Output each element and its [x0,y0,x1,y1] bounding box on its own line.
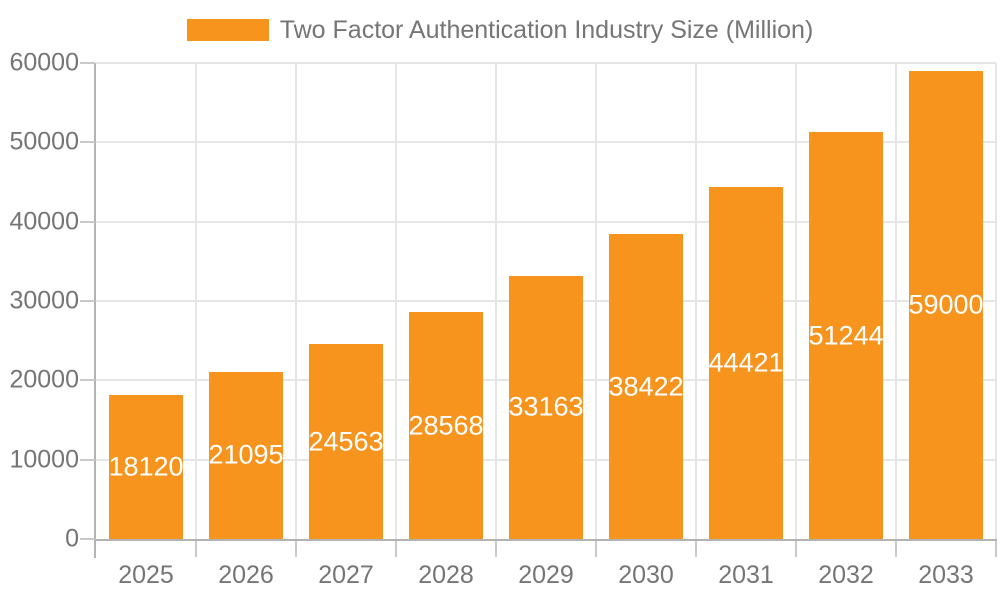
x-axis-label-2029: 2029 [518,561,574,589]
bar-value-label: 28568 [408,410,484,441]
y-axis-label-60000: 60000 [9,48,79,77]
y-axis-label-30000: 30000 [9,286,79,315]
x-axis-ticks [96,541,997,557]
y-axis-label-40000: 40000 [9,207,79,236]
y-tick-mark [80,300,95,302]
x-axis-label-2026: 2026 [218,561,274,589]
h-gridline [96,141,996,144]
bar-value-label: 51244 [808,320,884,351]
bar-value-label: 24563 [308,426,384,457]
bar-2025[interactable]: 18120 [108,395,184,539]
bar-value-label: 59000 [908,289,984,320]
bar-2027[interactable]: 24563 [308,344,384,539]
x-axis-line [94,539,997,541]
y-tick-mark [80,538,95,540]
x-axis-label-2027: 2027 [318,561,374,589]
bar-value-label: 33163 [508,391,584,422]
y-axis-labels: 0 10000 20000 30000 40000 50000 60000 [0,49,79,553]
h-gridline [96,62,996,64]
y-axis-label-50000: 50000 [9,127,79,156]
y-tick-mark [80,379,95,382]
x-tick-mark [495,541,497,557]
y-tick-mark [80,220,95,223]
x-axis-label-2030: 2030 [618,561,674,589]
y-axis-label-10000: 10000 [9,445,79,474]
legend-swatch-icon [186,19,269,41]
bar-2029[interactable]: 33163 [508,275,584,539]
y-axis-line [94,63,96,558]
x-axis-label-2028: 2028 [418,561,474,589]
y-axis-ticks [80,62,95,540]
x-axis-labels: 2025 2026 2027 2028 2029 2030 2031 2032 2033 [96,561,996,591]
bar-value-label: 18120 [108,451,184,482]
x-tick-mark [795,541,797,557]
bar-2033[interactable]: 59000 [908,70,984,539]
v-gridline [995,63,997,539]
x-tick-mark [695,541,697,557]
x-axis-label-2031: 2031 [718,561,774,589]
y-tick-mark [80,141,95,144]
x-tick-mark [595,541,597,557]
y-axis-label-0: 0 [65,524,79,553]
bar-value-label: 21095 [208,439,284,470]
x-tick-mark [395,541,397,557]
x-tick-mark [895,541,897,557]
bar-value-label: 38422 [608,371,684,402]
y-tick-mark [80,458,95,461]
x-tick-mark [195,541,197,557]
bar-2031[interactable]: 44421 [708,186,784,539]
y-axis-label-20000: 20000 [9,365,79,394]
h-gridline [96,220,996,223]
legend[interactable]: Two Factor Authentication Industry Size … [0,16,1000,44]
x-axis-label-2025: 2025 [118,561,174,589]
x-axis-label-2032: 2032 [818,561,874,589]
x-tick-mark [295,541,297,557]
x-axis-label-2033: 2033 [918,561,974,589]
y-tick-mark [80,62,95,64]
bar-2030[interactable]: 38422 [608,234,684,539]
x-tick-mark [995,541,997,557]
bar-2028[interactable]: 28568 [408,312,484,539]
bar-2032[interactable]: 51244 [808,132,884,539]
legend-label: Two Factor Authentication Industry Size … [279,15,814,44]
bar-value-label: 44421 [708,347,784,378]
bar-2026[interactable]: 21095 [208,371,284,539]
plot-area: 18120 21095 24563 28568 33163 38422 44421 51244… [96,62,997,539]
